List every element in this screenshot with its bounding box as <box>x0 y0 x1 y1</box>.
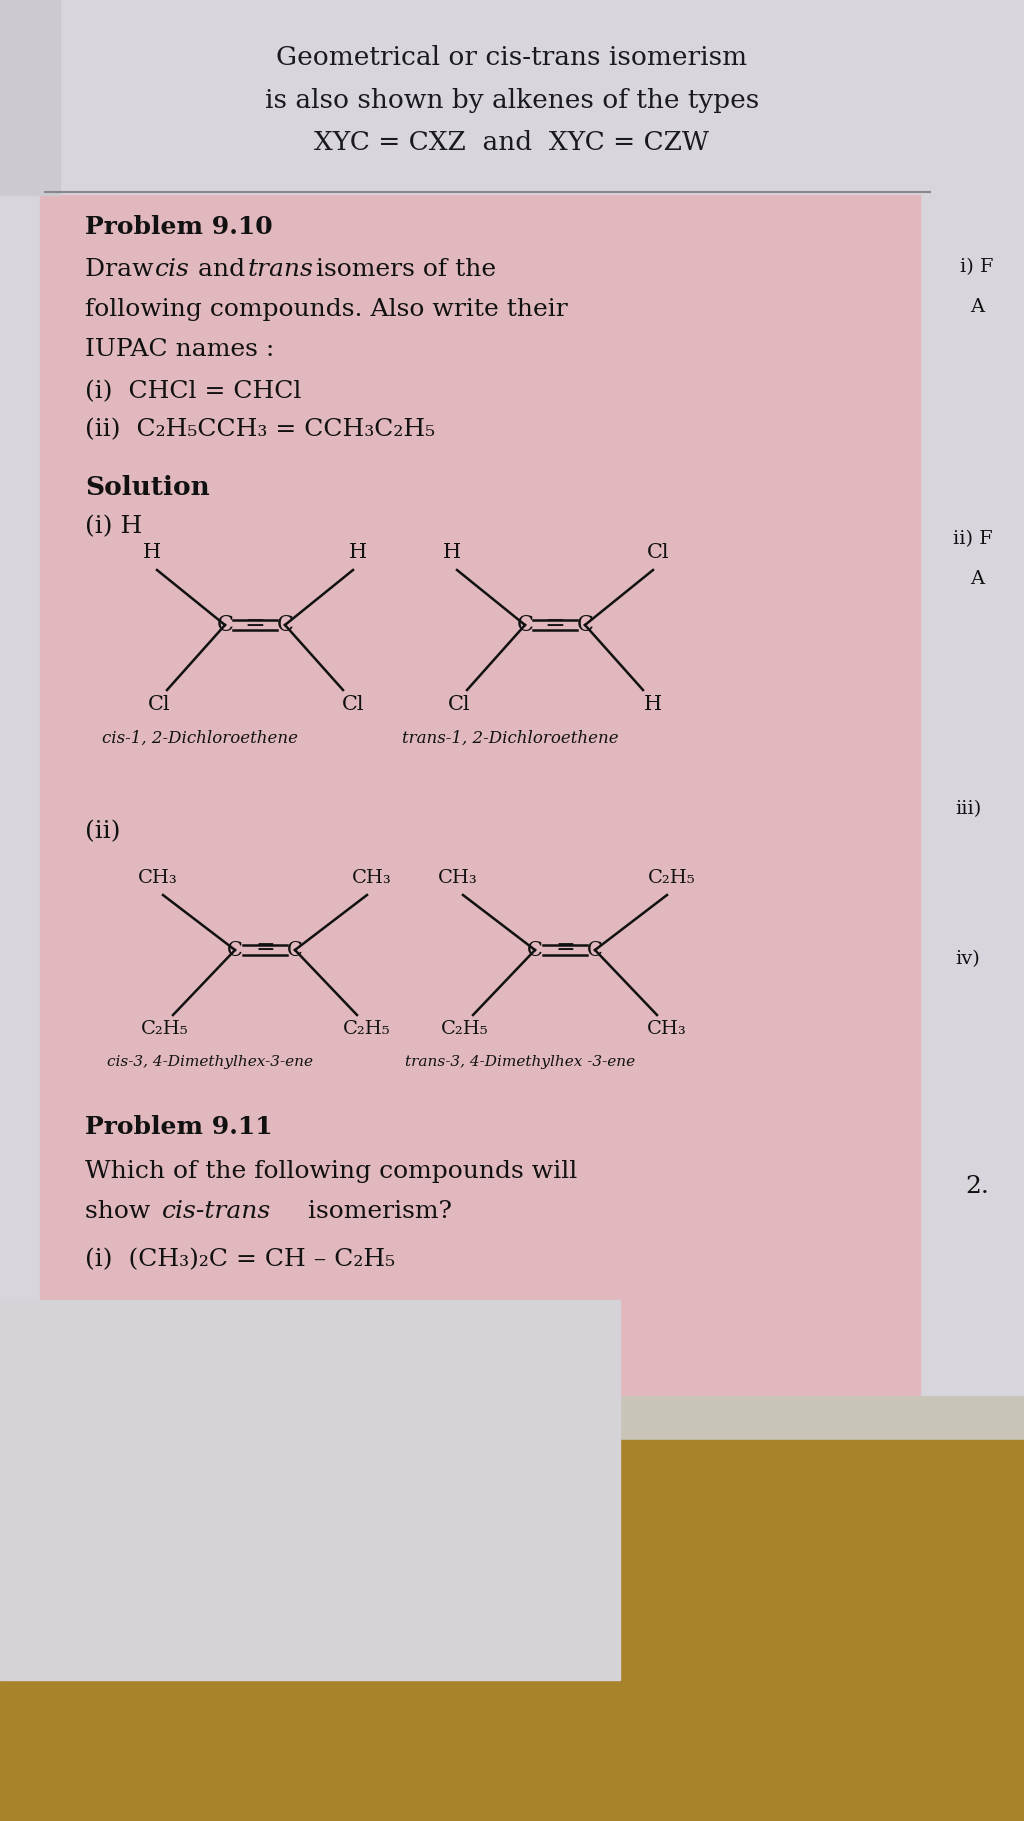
Text: C₂H₅: C₂H₅ <box>648 869 696 887</box>
Text: cis-1, 2-Dichloroethene: cis-1, 2-Dichloroethene <box>102 730 298 747</box>
Text: isomers of the: isomers of the <box>308 259 496 280</box>
Text: trans: trans <box>248 259 314 280</box>
Text: C: C <box>227 940 243 960</box>
Text: C₂H₅: C₂H₅ <box>343 1020 391 1038</box>
Text: trans-3, 4-Dimethylhex -3-ene: trans-3, 4-Dimethylhex -3-ene <box>404 1054 635 1069</box>
Text: IUPAC names :: IUPAC names : <box>85 339 274 361</box>
Text: cis-3, 4-Dimethylhex-3-ene: cis-3, 4-Dimethylhex-3-ene <box>106 1054 313 1069</box>
Bar <box>0 1300 620 1681</box>
Text: C: C <box>577 614 594 636</box>
Text: H: H <box>143 543 161 563</box>
Text: Cl: Cl <box>342 696 365 714</box>
Text: A: A <box>970 299 984 317</box>
Bar <box>0 0 1024 195</box>
Text: Which of the following compounds will: Which of the following compounds will <box>85 1160 578 1184</box>
Text: CH₃: CH₃ <box>138 869 178 887</box>
Text: (i) H: (i) H <box>85 515 142 537</box>
Text: =: = <box>255 936 274 960</box>
Text: (i)  (CH₃)₂C = CH – C₂H₅: (i) (CH₃)₂C = CH – C₂H₅ <box>85 1247 395 1271</box>
Text: ii) F: ii) F <box>953 530 992 548</box>
Text: and: and <box>190 259 253 280</box>
Text: iii): iii) <box>955 799 981 818</box>
Text: Problem 9.10: Problem 9.10 <box>85 215 272 239</box>
Text: cis: cis <box>155 259 189 280</box>
Bar <box>40 195 920 1395</box>
Text: C₂H₅: C₂H₅ <box>141 1020 188 1038</box>
Text: Geometrical or cis-trans isomerism: Geometrical or cis-trans isomerism <box>276 46 748 69</box>
Text: Cl: Cl <box>447 696 470 714</box>
Text: A: A <box>970 570 984 588</box>
Text: =: = <box>245 612 265 634</box>
Text: (ii): (ii) <box>85 819 121 843</box>
Text: 2.: 2. <box>965 1175 989 1198</box>
Text: Cl: Cl <box>647 543 670 563</box>
Text: Problem 9.11: Problem 9.11 <box>85 1114 272 1138</box>
Text: H: H <box>644 696 663 714</box>
Text: XYC = CXZ  and  XYC = CZW: XYC = CXZ and XYC = CZW <box>314 129 710 155</box>
Text: (ii)  C₂H₅CCH₃ = CCH₃C₂H₅: (ii) C₂H₅CCH₃ = CCH₃C₂H₅ <box>85 419 435 441</box>
Bar <box>0 1440 1024 1821</box>
Text: C₂H₅: C₂H₅ <box>441 1020 488 1038</box>
Text: C: C <box>276 614 294 636</box>
Text: H: H <box>349 543 367 563</box>
Text: CH₃: CH₃ <box>352 869 392 887</box>
Text: =: = <box>545 612 565 634</box>
Text: show: show <box>85 1200 159 1224</box>
Text: Solution: Solution <box>85 475 210 501</box>
Text: CH₃: CH₃ <box>647 1020 687 1038</box>
Text: H: H <box>443 543 461 563</box>
Text: cis-trans: cis-trans <box>162 1200 271 1224</box>
Text: isomerism?: isomerism? <box>300 1200 452 1224</box>
Text: i) F: i) F <box>961 259 993 277</box>
Text: following compounds. Also write their: following compounds. Also write their <box>85 299 567 320</box>
Text: iv): iv) <box>955 951 980 969</box>
Text: =: = <box>555 936 574 960</box>
Text: trans-1, 2-Dichloroethene: trans-1, 2-Dichloroethene <box>401 730 618 747</box>
Text: CH₃: CH₃ <box>438 869 478 887</box>
Text: Draw: Draw <box>85 259 162 280</box>
Text: C: C <box>587 940 603 960</box>
Text: C: C <box>216 614 233 636</box>
Bar <box>0 0 60 195</box>
Text: C: C <box>287 940 303 960</box>
Text: Cl: Cl <box>147 696 170 714</box>
Text: C: C <box>516 614 534 636</box>
Text: is also shown by alkenes of the types: is also shown by alkenes of the types <box>265 87 759 113</box>
Text: (i)  CHCl = CHCl: (i) CHCl = CHCl <box>85 381 301 402</box>
Text: C: C <box>527 940 543 960</box>
Bar <box>0 195 1024 1395</box>
